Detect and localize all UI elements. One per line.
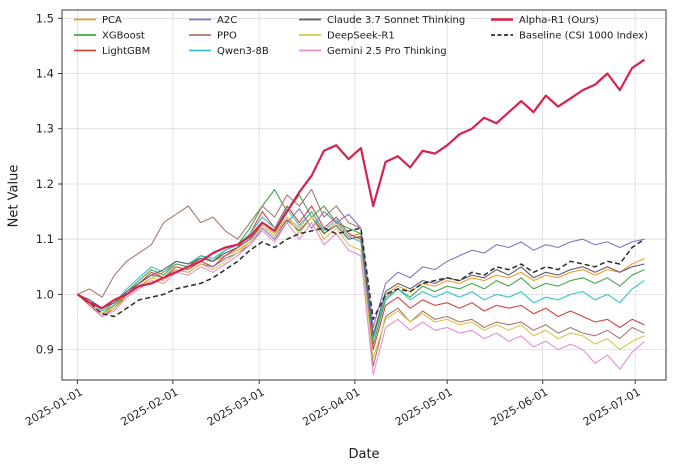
plot-border xyxy=(61,9,667,381)
legend-label-alpha-r1-ours: Alpha-R1 (Ours) xyxy=(519,15,599,26)
x-tick-label: 2025-07-01 xyxy=(581,385,643,428)
series-line-ppo xyxy=(77,188,645,367)
x-tick-label: 2025-05-01 xyxy=(393,385,455,428)
x-tick-label: 2025-03-01 xyxy=(205,385,267,428)
x-tick-label: 2025-01-01 xyxy=(23,385,85,428)
y-tick-label: 1.0 xyxy=(36,287,54,301)
y-axis-label: Net Value xyxy=(6,164,22,228)
y-tick-label: 1.5 xyxy=(36,11,54,25)
legend-label-deepseek-r1: DeepSeek-R1 xyxy=(327,31,395,42)
series-line-gemini-2-5-pro-thinking xyxy=(77,222,645,376)
y-tick-label: 1.2 xyxy=(36,177,54,191)
series-line-alpha-r1-ours xyxy=(76,58,646,310)
y-tick-label: 1.1 xyxy=(36,232,54,246)
series-line-xgboost xyxy=(77,188,645,345)
series-line-qwen3-8b xyxy=(77,208,645,340)
y-tick-label: 1.4 xyxy=(36,67,54,81)
legend-label-pca: PCA xyxy=(102,15,122,26)
legend-label-gemini-2-5-pro-thinking: Gemini 2.5 Pro Thinking xyxy=(327,46,447,57)
y-tick-label: 1.3 xyxy=(36,122,54,136)
x-tick-label: 2025-04-01 xyxy=(300,385,362,428)
x-axis-label: Date xyxy=(348,447,380,462)
x-tick-label: 2025-02-01 xyxy=(119,385,181,428)
legend-label-qwen3-8b: Qwen3-8B xyxy=(217,46,269,57)
legend-label-claude-3-7-sonnet-thinking: Claude 3.7 Sonnet Thinking xyxy=(327,15,465,26)
legend-label-ppo: PPO xyxy=(217,31,237,42)
legend-label-a2c: A2C xyxy=(217,15,237,26)
x-tick-label: 2025-06-01 xyxy=(488,385,550,428)
legend-label-xgboost: XGBoost xyxy=(102,31,145,42)
series-line-baseline-csi-1000-index xyxy=(76,227,645,321)
y-tick-label: 0.9 xyxy=(36,343,54,357)
series-line-claude-3-7-sonnet-thinking xyxy=(77,216,645,337)
legend-label-lightgbm: LightGBM xyxy=(102,46,150,57)
legend-label-baseline-csi-1000-index: Baseline (CSI 1000 Index) xyxy=(519,31,648,42)
